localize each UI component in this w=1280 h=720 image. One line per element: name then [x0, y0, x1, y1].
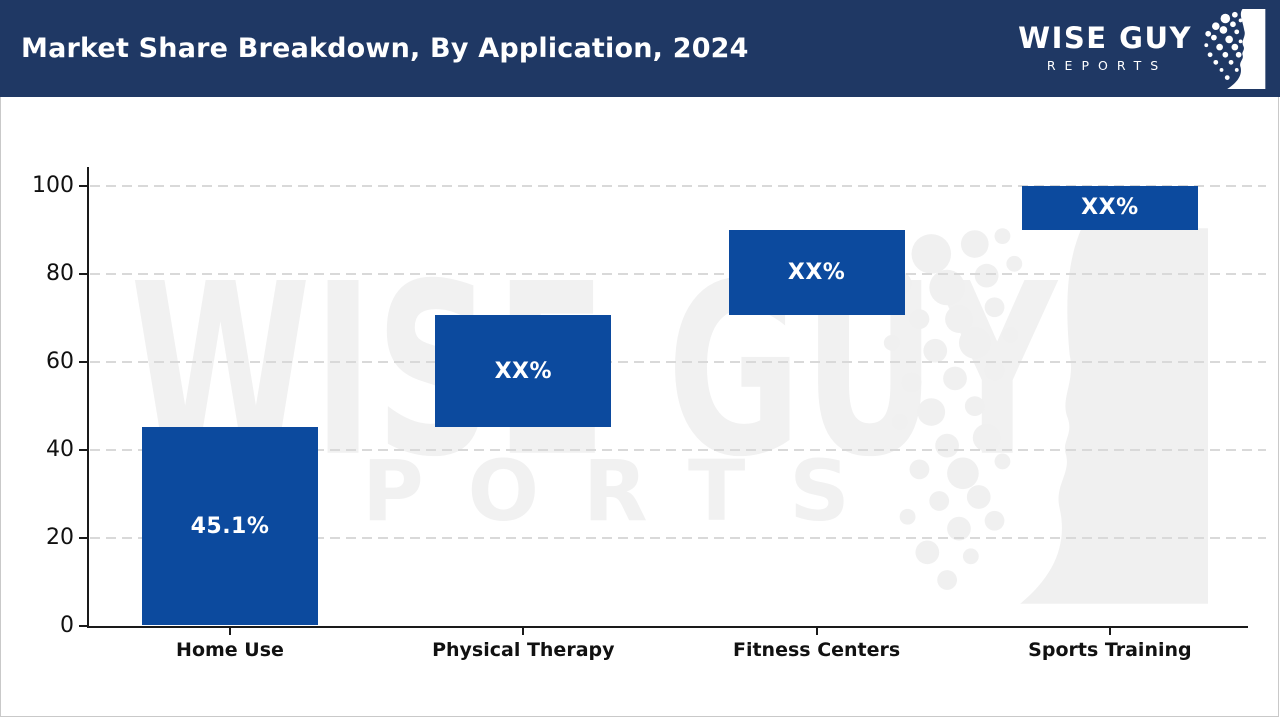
x-category-label: Sports Training	[1028, 639, 1192, 661]
y-tick-mark	[79, 184, 87, 187]
watermark-dotted-head-icon	[883, 228, 1208, 604]
x-category-label: Physical Therapy	[432, 639, 615, 661]
x-tick-mark	[1108, 627, 1111, 635]
y-tick-label: 40	[46, 436, 74, 462]
wiseguy-logo: WISE GUY REPORTS	[1018, 8, 1266, 89]
y-grid-line	[90, 448, 1266, 451]
y-axis-line	[87, 167, 89, 628]
header-bar: Market Share Breakdown, By Application, …	[0, 0, 1280, 97]
bar-value-label: XX%	[494, 358, 553, 384]
logo-wordmark: WISE GUY	[1018, 21, 1192, 55]
y-tick-mark	[79, 448, 87, 451]
bar-value-label: 45.1%	[190, 513, 270, 539]
x-category-label: Fitness Centers	[732, 639, 901, 661]
y-tick-label: 80	[46, 260, 74, 286]
y-tick-label: 60	[46, 348, 74, 374]
y-tick-mark	[79, 624, 87, 627]
y-tick-label: 100	[32, 172, 74, 198]
logo-subtext: REPORTS	[1046, 58, 1168, 73]
y-tick-mark	[79, 360, 87, 363]
bar: XX%	[1021, 185, 1198, 231]
y-grid-line	[90, 272, 1266, 275]
bar: XX%	[435, 315, 612, 428]
y-grid-line	[90, 536, 1266, 539]
bar: XX%	[728, 230, 905, 316]
bar-value-label: XX%	[787, 260, 846, 286]
bar: 45.1%	[142, 427, 318, 626]
x-category-label: Home Use	[176, 639, 284, 661]
logo-dotted-head-icon	[1204, 8, 1266, 89]
bar-value-label: XX%	[1081, 195, 1139, 221]
y-tick-label: 0	[60, 612, 74, 638]
y-grid-line	[90, 360, 1266, 363]
x-tick-mark	[522, 627, 525, 635]
x-tick-mark	[815, 627, 818, 635]
chart-title: Market Share Breakdown, By Application, …	[21, 33, 749, 64]
x-tick-mark	[229, 627, 231, 635]
x-axis-line	[87, 625, 1248, 628]
y-grid-line	[90, 184, 1266, 187]
y-tick-label: 20	[46, 524, 74, 550]
y-tick-mark	[79, 536, 87, 539]
y-tick-mark	[79, 272, 87, 275]
